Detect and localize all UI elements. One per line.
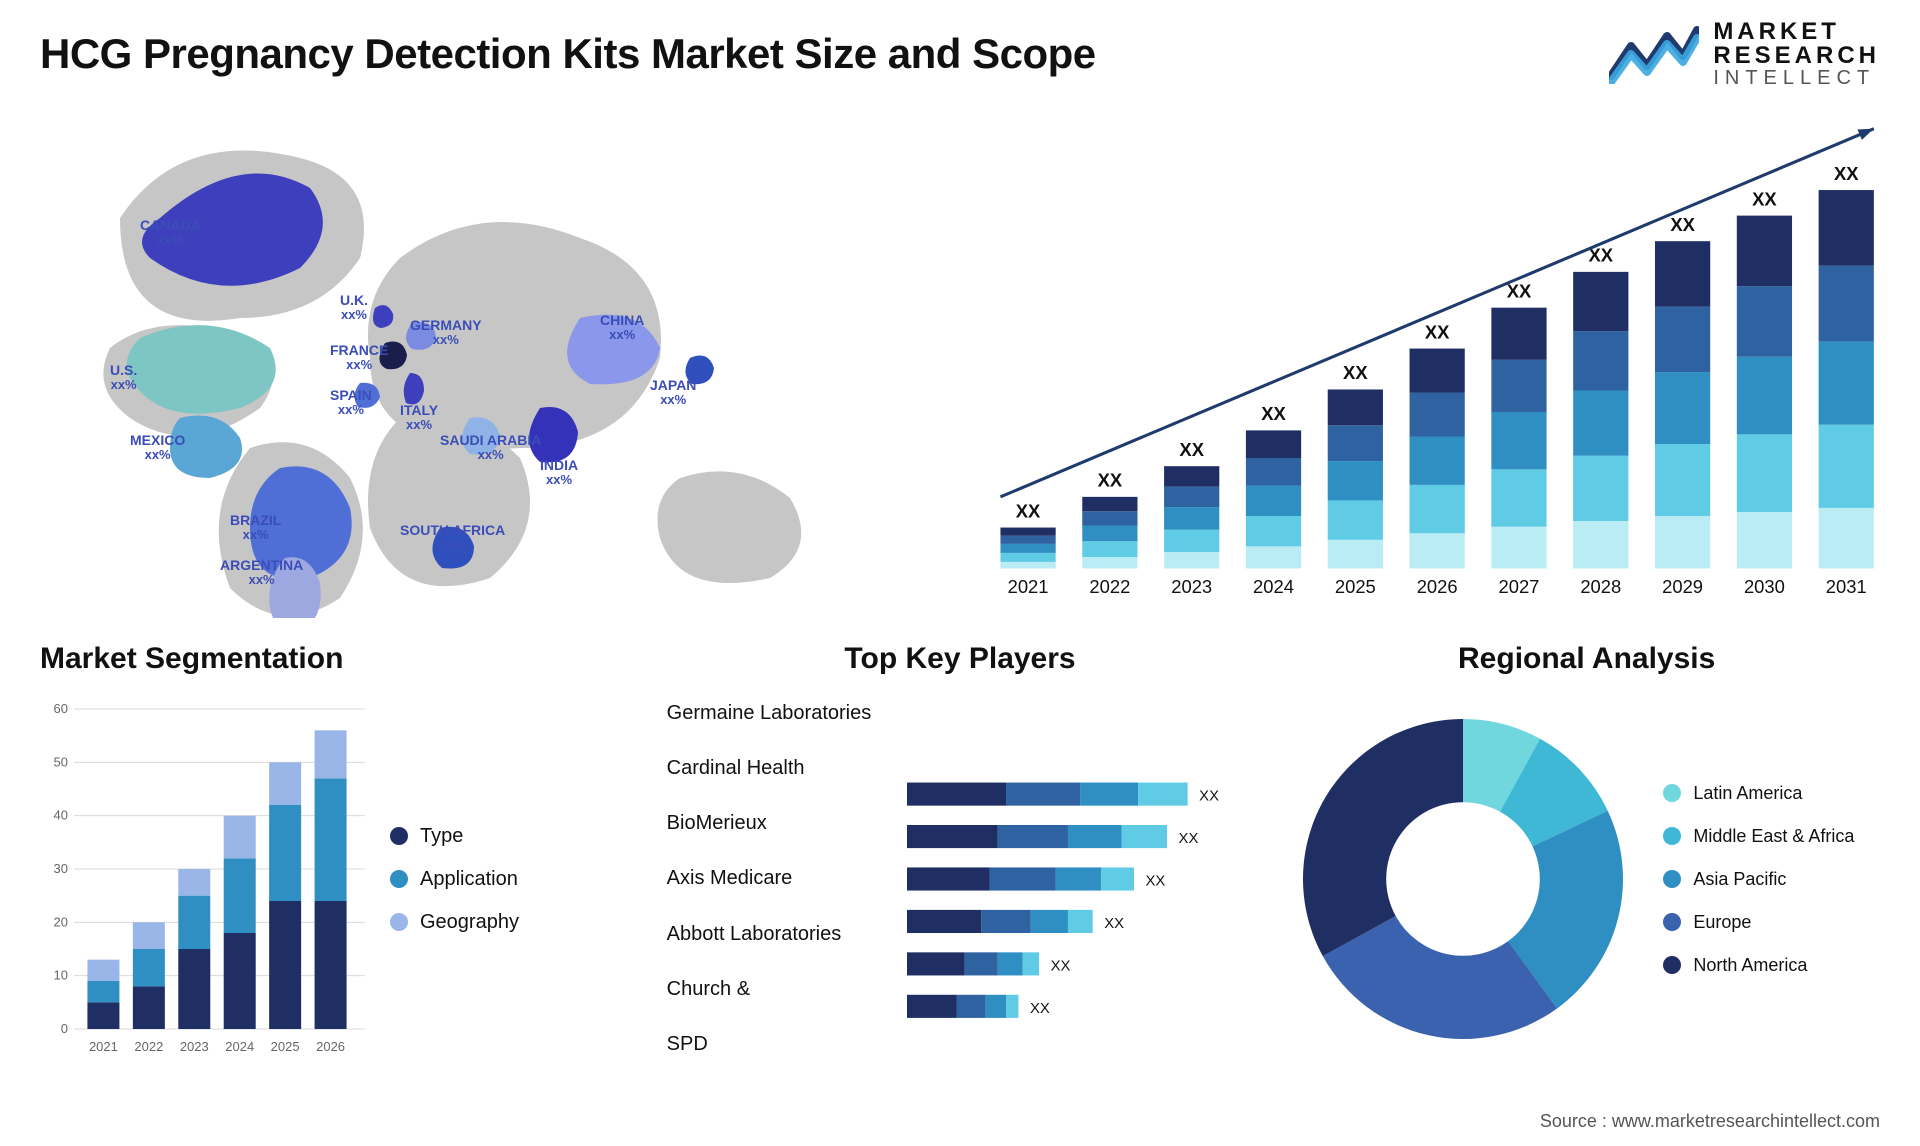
svg-text:XX: XX bbox=[1016, 500, 1041, 521]
key-players-title: Top Key Players bbox=[667, 642, 1254, 676]
player-label: Axis Medicare bbox=[667, 867, 887, 890]
svg-text:2022: 2022 bbox=[134, 1039, 163, 1054]
map-label: GERMANYxx% bbox=[410, 318, 482, 346]
segmentation-legend-item: Geography bbox=[390, 911, 519, 934]
svg-text:XX: XX bbox=[1425, 321, 1450, 342]
svg-text:XX: XX bbox=[1834, 163, 1859, 184]
regional-legend-item: Asia Pacific bbox=[1663, 869, 1854, 890]
svg-text:2030: 2030 bbox=[1744, 576, 1785, 597]
svg-text:2026: 2026 bbox=[316, 1039, 345, 1054]
svg-text:2025: 2025 bbox=[271, 1039, 300, 1054]
regional-panel: Regional Analysis Latin America Middle Ea… bbox=[1293, 642, 1880, 1072]
svg-text:XX: XX bbox=[1104, 916, 1124, 932]
map-label: SAUDI ARABIAxx% bbox=[440, 433, 541, 461]
svg-text:2022: 2022 bbox=[1089, 576, 1130, 597]
brand-logo: MARKET RESEARCH INTELLECT bbox=[1609, 20, 1880, 88]
regional-donut bbox=[1293, 709, 1633, 1049]
svg-text:XX: XX bbox=[1261, 403, 1286, 424]
page-title: HCG Pregnancy Detection Kits Market Size… bbox=[40, 30, 1880, 78]
player-label: BioMerieux bbox=[667, 812, 887, 835]
map-label: SOUTH AFRICAxx% bbox=[400, 523, 505, 551]
svg-text:2023: 2023 bbox=[1171, 576, 1212, 597]
svg-text:0: 0 bbox=[61, 1021, 68, 1036]
map-label: FRANCExx% bbox=[330, 343, 388, 371]
key-players-labels: Germaine Laboratories Cardinal Health BioM… bbox=[667, 686, 887, 1072]
svg-text:2021: 2021 bbox=[1008, 576, 1049, 597]
player-label: Abbott Laboratories bbox=[667, 923, 887, 946]
map-label: U.K.xx% bbox=[340, 293, 368, 321]
segmentation-legend-item: Application bbox=[390, 868, 519, 891]
svg-text:2028: 2028 bbox=[1580, 576, 1621, 597]
regional-title: Regional Analysis bbox=[1293, 642, 1880, 676]
world-map-panel: CANADAxx% U.S.xx% MEXICOxx% U.K.xx% FRANCExx… bbox=[40, 98, 940, 618]
regional-legend-item: North America bbox=[1663, 955, 1854, 976]
growth-chart-svg: XX 2021 XX 2022 XX 2023 XX 2024 XX 2025 XX 2026 XX 20… bbox=[980, 98, 1880, 609]
source-text: Source : www.marketresearchintellect.com bbox=[1540, 1111, 1880, 1132]
player-label: Church & bbox=[667, 978, 887, 1001]
map-label: BRAZILxx% bbox=[230, 513, 281, 541]
player-label: Germaine Laboratories bbox=[667, 702, 887, 725]
logo-line2: RESEARCH bbox=[1713, 44, 1880, 68]
svg-text:2024: 2024 bbox=[1253, 576, 1294, 597]
map-label: ARGENTINAxx% bbox=[220, 558, 303, 586]
svg-text:2025: 2025 bbox=[1335, 576, 1376, 597]
map-label: CHINAxx% bbox=[600, 313, 644, 341]
svg-text:XX: XX bbox=[1752, 188, 1777, 209]
key-players-chart: XX XX XX XX XX XX bbox=[907, 686, 1254, 1072]
map-label: U.S.xx% bbox=[110, 363, 137, 391]
logo-mark-icon bbox=[1609, 24, 1699, 84]
svg-text:XX: XX bbox=[1343, 362, 1368, 383]
map-label: JAPANxx% bbox=[650, 378, 696, 406]
svg-text:XX: XX bbox=[1030, 1001, 1050, 1017]
map-label: INDIAxx% bbox=[540, 458, 578, 486]
svg-text:40: 40 bbox=[54, 808, 68, 823]
svg-text:2021: 2021 bbox=[89, 1039, 118, 1054]
regional-legend: Latin America Middle East & Africa Asia Pa… bbox=[1663, 783, 1854, 976]
svg-text:60: 60 bbox=[54, 701, 68, 716]
svg-text:10: 10 bbox=[54, 968, 68, 983]
svg-text:2027: 2027 bbox=[1499, 576, 1540, 597]
key-players-panel: Top Key Players Germaine Laboratories Car… bbox=[667, 642, 1254, 1072]
svg-text:XX: XX bbox=[1507, 280, 1532, 301]
map-label: ITALYxx% bbox=[400, 403, 438, 431]
segmentation-panel: Market Segmentation 0 10 20 30 40 50 60 2021 202… bbox=[40, 642, 627, 1072]
brand-text: MARKET RESEARCH INTELLECT bbox=[1713, 20, 1880, 88]
segmentation-legend-item: Type bbox=[390, 825, 519, 848]
svg-text:XX: XX bbox=[1178, 831, 1198, 847]
svg-text:XX: XX bbox=[1199, 789, 1219, 805]
svg-text:2029: 2029 bbox=[1662, 576, 1703, 597]
player-label: SPD bbox=[667, 1033, 887, 1056]
svg-text:30: 30 bbox=[54, 861, 68, 876]
segmentation-chart: 0 10 20 30 40 50 60 2021 2022 2023 2024 2025 2026 bbox=[40, 686, 370, 1072]
svg-text:XX: XX bbox=[1145, 874, 1165, 890]
segmentation-title: Market Segmentation bbox=[40, 642, 627, 676]
regional-legend-item: Latin America bbox=[1663, 783, 1854, 804]
growth-chart-panel: XX 2021 XX 2022 XX 2023 XX 2024 XX 2025 XX 2026 XX 20… bbox=[980, 98, 1880, 618]
svg-text:XX: XX bbox=[1670, 214, 1695, 235]
segmentation-legend: Type Application Geography bbox=[390, 686, 519, 1072]
map-label: MEXICOxx% bbox=[130, 433, 185, 461]
map-label: SPAINxx% bbox=[330, 388, 372, 416]
player-label: Cardinal Health bbox=[667, 757, 887, 780]
logo-line1: MARKET bbox=[1713, 20, 1880, 44]
svg-text:XX: XX bbox=[1179, 439, 1204, 460]
svg-text:2026: 2026 bbox=[1417, 576, 1458, 597]
map-label: CANADAxx% bbox=[140, 218, 201, 246]
svg-text:XX: XX bbox=[1098, 470, 1123, 491]
regional-legend-item: Europe bbox=[1663, 912, 1854, 933]
svg-text:2024: 2024 bbox=[225, 1039, 254, 1054]
logo-line3: INTELLECT bbox=[1713, 68, 1880, 88]
svg-text:20: 20 bbox=[54, 914, 68, 929]
svg-text:50: 50 bbox=[54, 754, 68, 769]
regional-legend-item: Middle East & Africa bbox=[1663, 826, 1854, 847]
svg-text:XX: XX bbox=[1050, 959, 1070, 975]
svg-text:2023: 2023 bbox=[180, 1039, 209, 1054]
svg-text:2031: 2031 bbox=[1826, 576, 1867, 597]
